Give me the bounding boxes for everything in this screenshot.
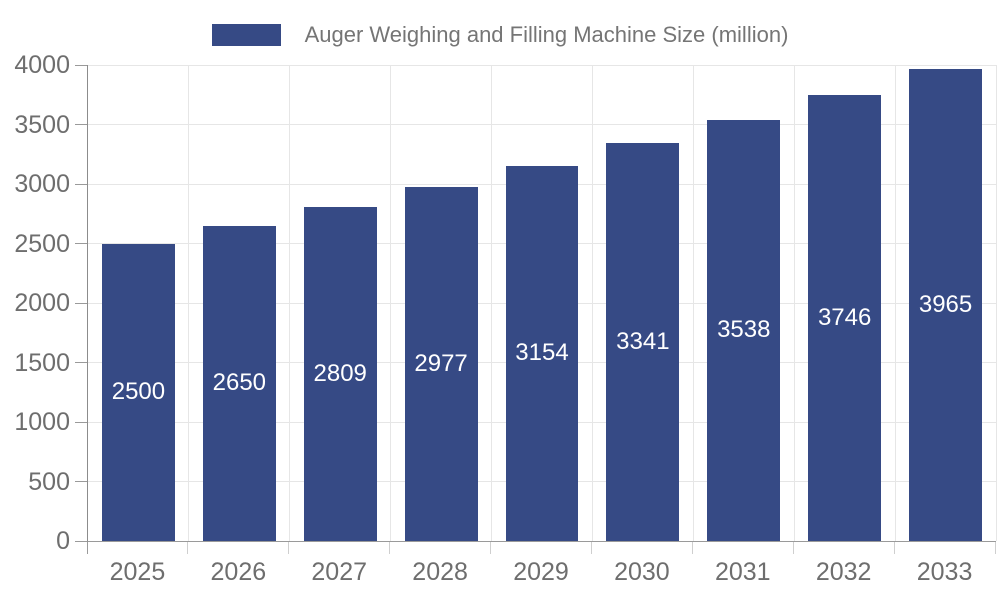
x-axis-tick	[893, 542, 895, 554]
gridline-vertical	[692, 65, 694, 541]
y-axis-label: 500	[28, 467, 70, 496]
bar-2029[interactable]: 3154	[505, 165, 579, 541]
x-axis-tick	[792, 542, 794, 554]
y-axis-tick	[75, 421, 87, 423]
legend-swatch	[211, 24, 281, 46]
x-axis-label-2028: 2028	[412, 558, 468, 586]
bar-value-label: 3154	[515, 339, 569, 367]
x-axis-label-2027: 2027	[311, 558, 368, 586]
y-axis-label: 2500	[14, 229, 70, 258]
x-axis-label-2029: 2029	[513, 558, 569, 586]
legend-item[interactable]: Auger Weighing and Filling Machine Size …	[0, 22, 1000, 48]
y-axis-label: 3500	[14, 110, 70, 139]
legend-label: Auger Weighing and Filling Machine Size …	[304, 22, 789, 47]
x-axis-tick	[691, 542, 693, 554]
bar-value-label: 3538	[717, 316, 771, 344]
x-axis-tick	[994, 542, 996, 554]
x-axis-tick	[86, 542, 88, 554]
y-axis-tick	[75, 64, 87, 66]
bar-value-label: 2977	[414, 349, 468, 377]
bar-2027[interactable]: 2809	[303, 206, 377, 541]
y-axis-label: 3000	[14, 170, 70, 198]
bar-2025[interactable]: 2500	[101, 243, 175, 541]
bar-2031[interactable]: 3538	[707, 119, 781, 541]
bar-value-label: 3746	[817, 304, 872, 332]
x-axis-label-2033: 2033	[916, 558, 973, 586]
bar-value-label: 2500	[111, 378, 166, 406]
x-axis-tick	[490, 542, 492, 554]
bar-value-label: 2809	[313, 359, 367, 387]
x-axis-label-2030: 2030	[614, 558, 670, 586]
y-axis-tick	[75, 243, 87, 244]
gridline-vertical	[491, 65, 493, 541]
gridline-vertical	[289, 65, 291, 541]
x-axis-tick	[389, 542, 391, 554]
y-axis-label: 1000	[14, 408, 70, 436]
bar-value-label: 2650	[212, 369, 267, 397]
bar-2026[interactable]: 2650	[202, 225, 276, 541]
x-axis-tick	[288, 542, 290, 554]
bar-2033[interactable]: 3965	[909, 69, 983, 541]
x-axis-label-2031: 2031	[714, 558, 771, 586]
x-axis-label-2025: 2025	[109, 558, 166, 586]
gridline-vertical	[591, 65, 593, 541]
y-axis-label: 2000	[14, 289, 70, 317]
y-axis-tick	[75, 124, 87, 125]
x-axis-tick	[187, 542, 189, 554]
y-axis-tick	[75, 183, 87, 185]
gridline-vertical	[995, 65, 997, 541]
gridline-vertical	[894, 65, 896, 541]
gridline-horizontal	[88, 64, 996, 66]
gridline-vertical	[793, 65, 795, 541]
gridline-horizontal	[88, 124, 996, 125]
y-axis-tick	[75, 362, 87, 363]
bar-value-label: 3341	[616, 328, 670, 356]
gridline-vertical	[188, 65, 190, 541]
y-axis-label: 1500	[14, 348, 70, 377]
y-axis-tick	[75, 302, 87, 304]
x-axis-tick	[590, 542, 592, 554]
y-axis-tick	[75, 540, 87, 542]
bar-value-label: 3965	[918, 291, 973, 319]
plot-area: 2500 2650 2809 2977 3154 3341 3538 3746 3965	[87, 64, 997, 542]
bar-2028[interactable]: 2977	[404, 186, 478, 541]
y-axis-tick	[75, 481, 87, 482]
bar-2030[interactable]: 3341	[606, 143, 680, 541]
x-axis-label-2032: 2032	[815, 558, 872, 586]
x-axis-label-2026: 2026	[210, 558, 267, 586]
gridline-vertical	[390, 65, 392, 541]
bar-2032[interactable]: 3746	[808, 95, 882, 541]
y-axis-label: 4000	[14, 51, 70, 79]
y-axis-label: 0	[56, 527, 70, 555]
